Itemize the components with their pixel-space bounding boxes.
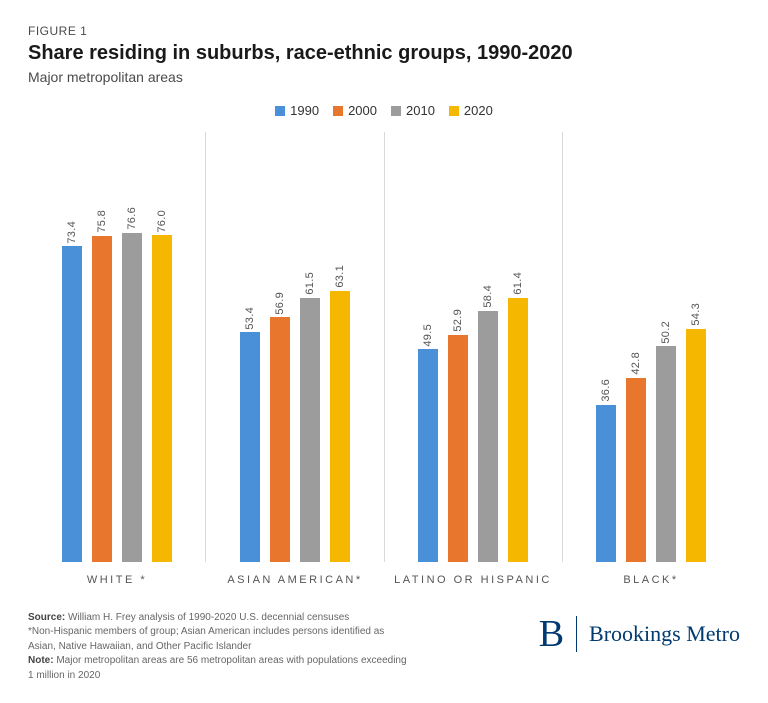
legend-item: 2020 [449, 103, 493, 118]
bar-value-label: 76.0 [156, 210, 168, 233]
note-line: Note: Major metropolitan areas are 56 me… [28, 654, 408, 683]
logo-mark: B [539, 615, 564, 653]
bar [270, 317, 290, 562]
bar-wrap: 75.8 [92, 132, 112, 562]
bar [122, 233, 142, 562]
source-line: Source: William H. Frey analysis of 1990… [28, 611, 408, 626]
bar-value-label: 52.9 [452, 309, 464, 332]
bar [686, 329, 706, 562]
legend-swatch [449, 106, 459, 116]
source-text: William H. Frey analysis of 1990-2020 U.… [68, 612, 349, 623]
bar [300, 298, 320, 562]
legend-label: 2000 [348, 103, 377, 118]
bars-row: 49.5 52.9 58.4 61.4 [385, 132, 562, 562]
bar-value-label: 76.6 [126, 207, 138, 230]
bar [508, 298, 528, 562]
bar-wrap: 49.5 [418, 132, 438, 562]
bar-value-label: 63.1 [334, 265, 346, 288]
bar-wrap: 76.0 [152, 132, 172, 562]
legend-item: 1990 [275, 103, 319, 118]
bar-wrap: 56.9 [270, 132, 290, 562]
bar-value-label: 49.5 [422, 324, 434, 347]
logo-divider [576, 616, 577, 652]
bar-group: 53.4 56.9 61.5 63.1 [206, 132, 384, 562]
bar [62, 246, 82, 562]
legend-swatch [391, 106, 401, 116]
bar-wrap: 63.1 [330, 132, 350, 562]
legend-label: 1990 [290, 103, 319, 118]
bar-value-label: 54.3 [690, 303, 702, 326]
bar-wrap: 58.4 [478, 132, 498, 562]
legend: 1990 2000 2010 2020 [28, 103, 740, 118]
x-axis-labels: WHITE *ASIAN AMERICAN*LATINO OR HISPANIC… [28, 572, 740, 589]
bar [92, 236, 112, 562]
bar [448, 335, 468, 562]
bar [330, 291, 350, 562]
bars-row: 73.4 75.8 76.6 76.0 [28, 132, 205, 562]
bar [152, 235, 172, 562]
chart-area: 73.4 75.8 76.6 76.0 53.4 56.9 61.5 63.1 49.5 52.9… [28, 132, 740, 589]
figure-footer: Source: William H. Frey analysis of 1990… [28, 611, 740, 684]
note-label: Note: [28, 655, 54, 666]
bar [626, 378, 646, 562]
bar-wrap: 52.9 [448, 132, 468, 562]
bar [478, 311, 498, 562]
source-label: Source: [28, 612, 65, 623]
bar-value-label: 53.4 [244, 307, 256, 330]
bar-wrap: 61.4 [508, 132, 528, 562]
bar-wrap: 53.4 [240, 132, 260, 562]
bar-value-label: 36.6 [600, 379, 612, 402]
bar-wrap: 73.4 [62, 132, 82, 562]
asterisk-note: *Non-Hispanic members of group; Asian Am… [28, 625, 408, 654]
x-axis-label: WHITE * [28, 572, 206, 589]
footnotes: Source: William H. Frey analysis of 1990… [28, 611, 408, 684]
bar-wrap: 42.8 [626, 132, 646, 562]
bar-wrap: 54.3 [686, 132, 706, 562]
bar [656, 346, 676, 562]
x-axis-label: LATINO OR HISPANIC [384, 572, 562, 589]
bar-value-label: 75.8 [96, 210, 108, 233]
logo-text: Brookings Metro [589, 621, 740, 647]
bar-group: 36.6 42.8 50.2 54.3 [563, 132, 740, 562]
bar [418, 349, 438, 562]
bar-value-label: 42.8 [630, 352, 642, 375]
bar-wrap: 61.5 [300, 132, 320, 562]
figure-container: FIGURE 1 Share residing in suburbs, race… [0, 0, 768, 703]
bars-row: 53.4 56.9 61.5 63.1 [206, 132, 383, 562]
bar [240, 332, 260, 562]
bar-value-label: 73.4 [66, 221, 78, 244]
x-axis-label: BLACK* [562, 572, 740, 589]
legend-item: 2000 [333, 103, 377, 118]
bar-wrap: 36.6 [596, 132, 616, 562]
bar-group: 73.4 75.8 76.6 76.0 [28, 132, 206, 562]
legend-label: 2020 [464, 103, 493, 118]
bar-wrap: 76.6 [122, 132, 142, 562]
chart-title: Share residing in suburbs, race-ethnic g… [28, 42, 740, 65]
bars-row: 36.6 42.8 50.2 54.3 [563, 132, 740, 562]
x-axis-label: ASIAN AMERICAN* [206, 572, 384, 589]
legend-label: 2010 [406, 103, 435, 118]
legend-item: 2010 [391, 103, 435, 118]
chart-subtitle: Major metropolitan areas [28, 69, 740, 85]
bar [596, 405, 616, 562]
bar-value-label: 50.2 [660, 321, 672, 344]
bar-value-label: 58.4 [482, 285, 494, 308]
brookings-logo: B Brookings Metro [539, 611, 740, 653]
bar-value-label: 61.5 [304, 272, 316, 295]
bar-wrap: 50.2 [656, 132, 676, 562]
note-text: Major metropolitan areas are 56 metropol… [28, 655, 407, 681]
plot-area: 73.4 75.8 76.6 76.0 53.4 56.9 61.5 63.1 49.5 52.9… [28, 132, 740, 562]
legend-swatch [333, 106, 343, 116]
bar-value-label: 61.4 [512, 272, 524, 295]
figure-number: FIGURE 1 [28, 24, 740, 38]
bar-group: 49.5 52.9 58.4 61.4 [385, 132, 563, 562]
bar-value-label: 56.9 [274, 292, 286, 315]
legend-swatch [275, 106, 285, 116]
